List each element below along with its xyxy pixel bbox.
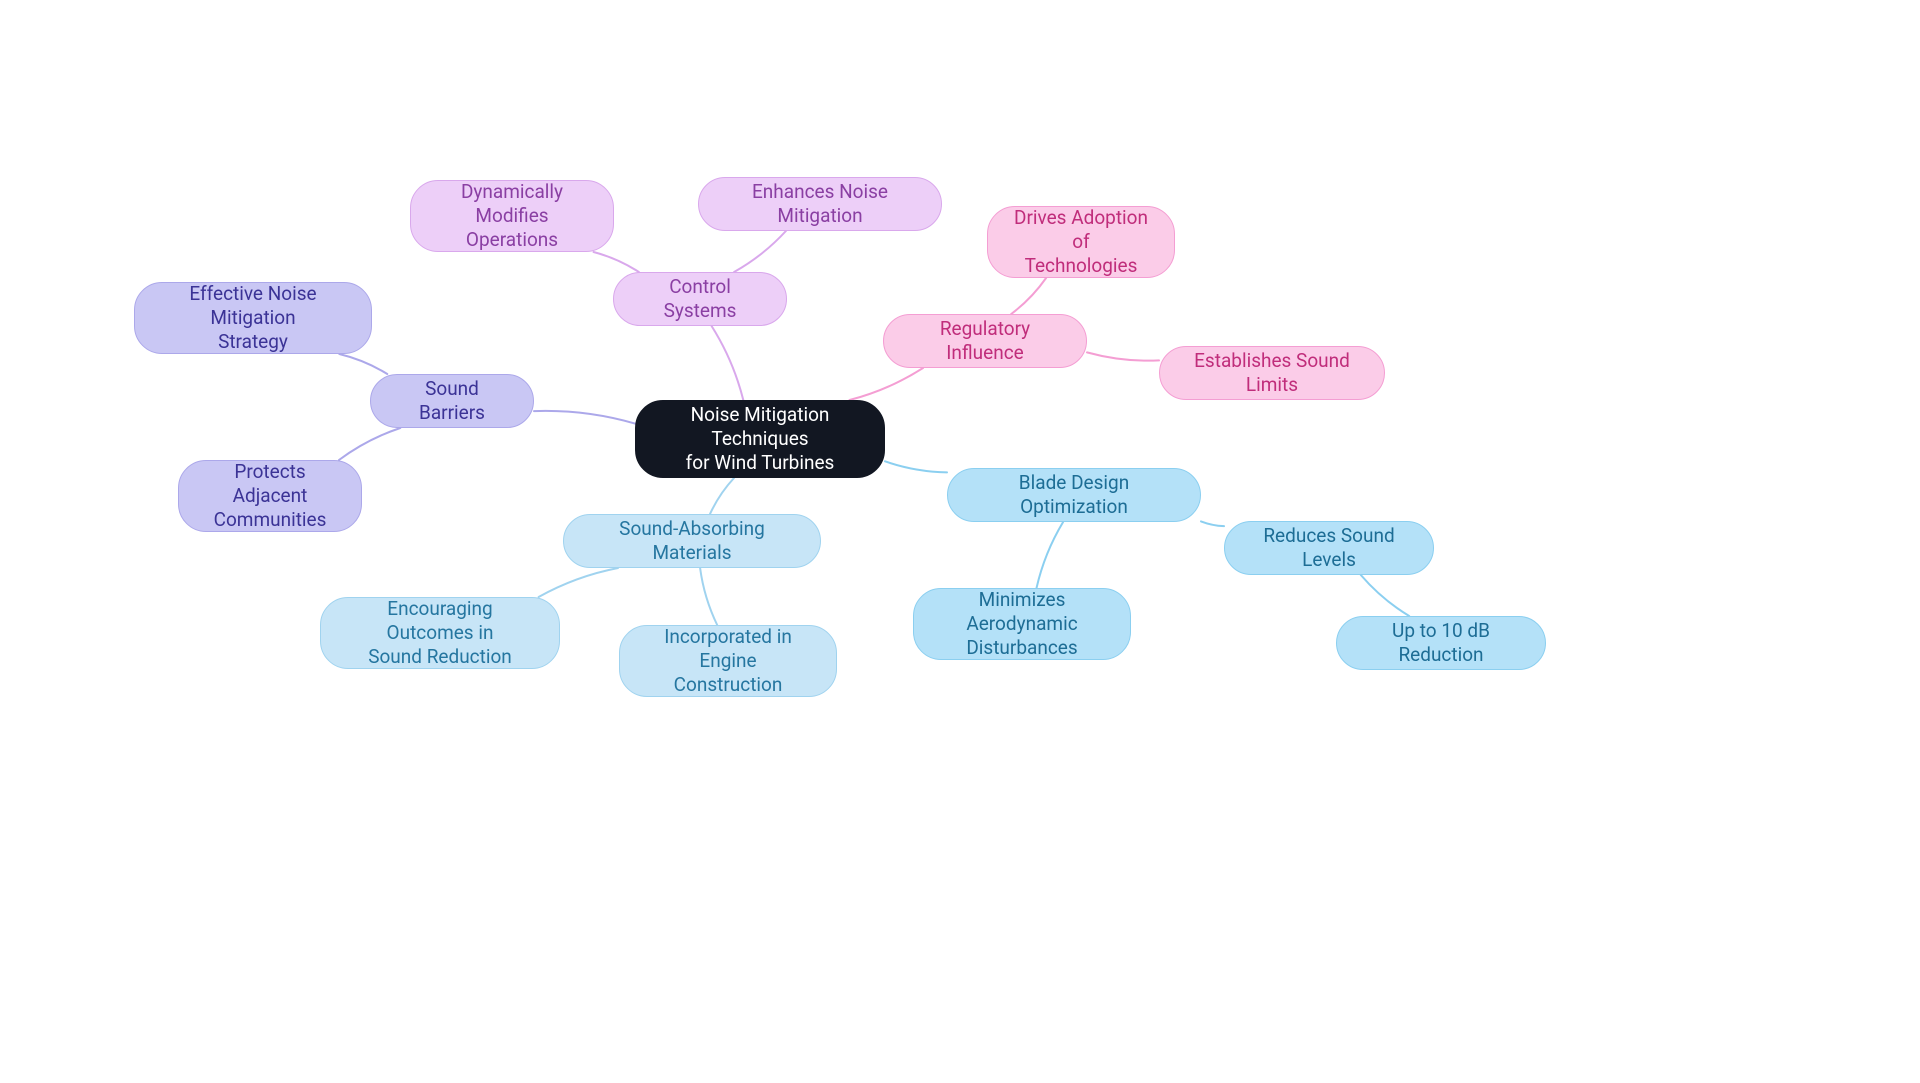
node-blade-c2: Reduces Sound Levels [1224, 521, 1434, 575]
node-control-c2: Enhances Noise Mitigation [698, 177, 942, 231]
node-absorb-c1: Encouraging Outcomes in Sound Reduction [320, 597, 560, 669]
node-control-c1: Dynamically Modifies Operations [410, 180, 614, 252]
node-absorb: Sound-Absorbing Materials [563, 514, 821, 568]
node-reg-c2: Establishes Sound Limits [1159, 346, 1385, 400]
node-barrier-c1: Effective Noise Mitigation Strategy [134, 282, 372, 354]
node-barrier-c2: Protects Adjacent Communities [178, 460, 362, 532]
node-blade-c2a: Up to 10 dB Reduction [1336, 616, 1546, 670]
node-control: Control Systems [613, 272, 787, 326]
edges-layer [0, 0, 1920, 1083]
node-blade-c1: Minimizes Aerodynamic Disturbances [913, 588, 1131, 660]
node-barrier: Sound Barriers [370, 374, 534, 428]
node-blade: Blade Design Optimization [947, 468, 1201, 522]
mindmap-canvas: Noise Mitigation Techniques for Wind Tur… [0, 0, 1920, 1083]
node-reg-c1: Drives Adoption of Technologies [987, 206, 1175, 278]
node-absorb-c2: Incorporated in Engine Construction [619, 625, 837, 697]
node-reg: Regulatory Influence [883, 314, 1087, 368]
node-center: Noise Mitigation Techniques for Wind Tur… [635, 400, 885, 478]
